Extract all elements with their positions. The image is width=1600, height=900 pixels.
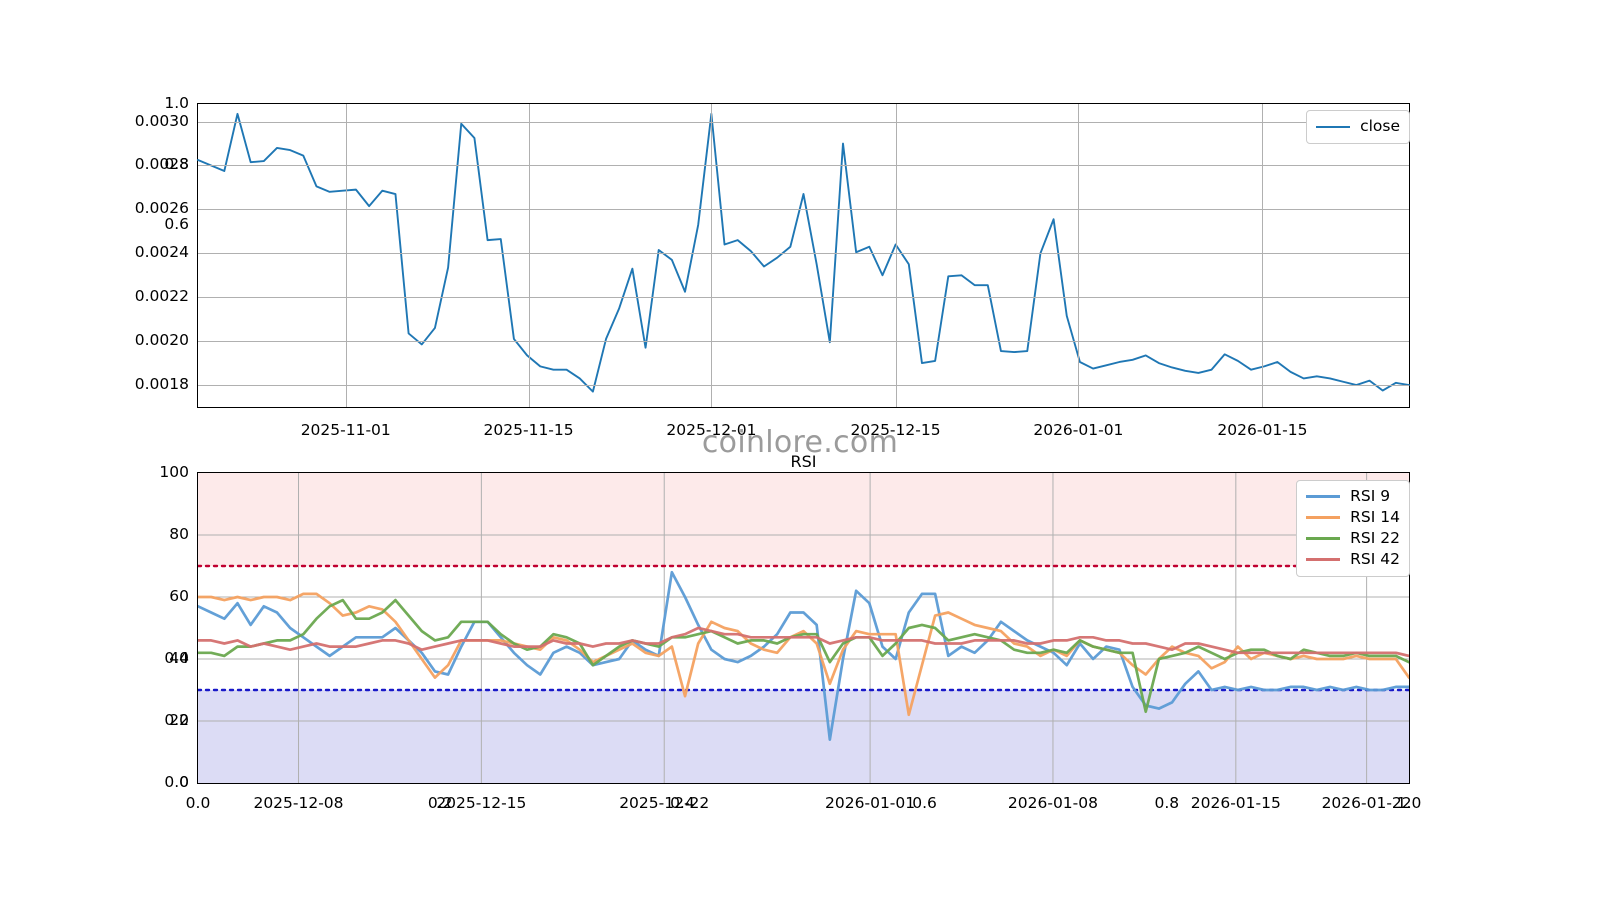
axis-tick-label: 0.0030 — [134, 111, 189, 130]
legend-color-swatch — [1306, 558, 1341, 561]
axis-tick-label: 40 — [169, 649, 189, 667]
axis-tick-label: 20 — [169, 711, 189, 729]
legend-item-label: close — [1360, 117, 1400, 135]
overbought-band — [198, 473, 1409, 566]
axis-tick-label: 1.0 — [164, 94, 189, 112]
legend-item: RSI 9 — [1306, 486, 1400, 507]
legend-item: RSI 22 — [1306, 528, 1400, 549]
legend-item: close — [1316, 116, 1400, 137]
gridline — [198, 209, 1409, 211]
price-chart-plot-area — [197, 103, 1410, 408]
axis-tick-label: 0.6 — [912, 794, 937, 812]
axis-tick-label: 0.0 — [185, 794, 211, 812]
axis-tick-label: 0.4 — [670, 794, 695, 812]
gridline — [198, 165, 1409, 167]
legend-item: RSI 14 — [1306, 507, 1400, 528]
gridline — [198, 297, 1409, 299]
axis-tick-label: 2026-01-08 — [1007, 794, 1098, 812]
axis-tick-label: 2025-11-15 — [483, 421, 574, 439]
price-line-series — [197, 112, 1410, 393]
axis-tick-label: 0.6 — [164, 215, 189, 234]
axis-tick-label: 80 — [169, 525, 189, 543]
rsi-chart-title: RSI — [790, 452, 817, 471]
axis-tick-label: 0.2 — [164, 711, 189, 729]
axis-tick-label: 0.8 — [1154, 794, 1180, 812]
gridline — [198, 121, 1409, 123]
gridline — [345, 104, 347, 407]
axis-tick-label: 2025-12-08 — [253, 794, 344, 812]
gridline — [895, 104, 897, 407]
gridline — [1262, 104, 1264, 407]
axis-tick-label: 60 — [169, 587, 189, 605]
legend-item-label: RSI 14 — [1350, 508, 1400, 526]
axis-tick-label: 100 — [159, 463, 189, 481]
legend-item-label: RSI 42 — [1350, 550, 1400, 568]
axis-tick-label: 2026-01-01 — [825, 794, 916, 812]
axis-tick-label: 0.0028 — [134, 155, 189, 174]
axis-tick-label: 0 — [179, 773, 189, 791]
axis-tick-label: 0.0022 — [134, 287, 189, 306]
axis-tick-label: 2025-12-15 — [436, 794, 527, 812]
axis-tick-label: 2026-01-22 — [1321, 794, 1412, 812]
axis-tick-label: 0.2 — [427, 794, 453, 812]
legend-item: RSI 42 — [1306, 549, 1400, 570]
axis-tick-label: 0.0026 — [134, 199, 189, 218]
rsi-chart-plot-area — [197, 472, 1410, 784]
gridline — [528, 104, 530, 407]
legend-item-label: RSI 9 — [1350, 487, 1391, 505]
legend-item-label: RSI 22 — [1350, 529, 1400, 547]
gridline — [198, 253, 1409, 255]
axis-tick-label: 0.0 — [164, 773, 189, 791]
gridline — [1078, 104, 1080, 407]
axis-tick-label: 2026-01-15 — [1190, 794, 1281, 812]
rsi-line-series — [198, 473, 1409, 783]
axis-tick-label: 2025-12-01 — [666, 421, 757, 439]
axis-tick-label: 2026-01-15 — [1217, 421, 1308, 439]
axis-tick-label: 2025-12-22 — [619, 794, 710, 812]
axis-tick-label: 0.4 — [164, 649, 189, 667]
watermark: coinlore.com — [701, 425, 899, 460]
legend-color-swatch — [1306, 537, 1341, 540]
legend-color-swatch — [1316, 125, 1351, 128]
axis-tick-label: 0.0018 — [134, 375, 189, 394]
price-legend: close — [1306, 110, 1410, 144]
legend-color-swatch — [1306, 516, 1341, 519]
gridline — [198, 341, 1409, 343]
axis-tick-label: 0.0020 — [134, 331, 189, 350]
legend-color-swatch — [1306, 495, 1341, 498]
gridline — [711, 104, 713, 407]
axis-tick-label: 2025-11-01 — [300, 421, 391, 439]
axis-tick-label: 1.0 — [1396, 794, 1422, 812]
axis-tick-label: 2025-12-15 — [850, 421, 941, 439]
rsi-legend: RSI 9 RSI 14 RSI 22 RSI 42 — [1296, 480, 1410, 577]
oversold-band — [198, 690, 1409, 783]
axis-tick-label: 2026-01-01 — [1033, 421, 1124, 439]
gridline — [198, 385, 1409, 387]
axis-tick-label: 0.0024 — [134, 243, 189, 262]
axis-tick-label: 0.8 — [164, 154, 189, 173]
